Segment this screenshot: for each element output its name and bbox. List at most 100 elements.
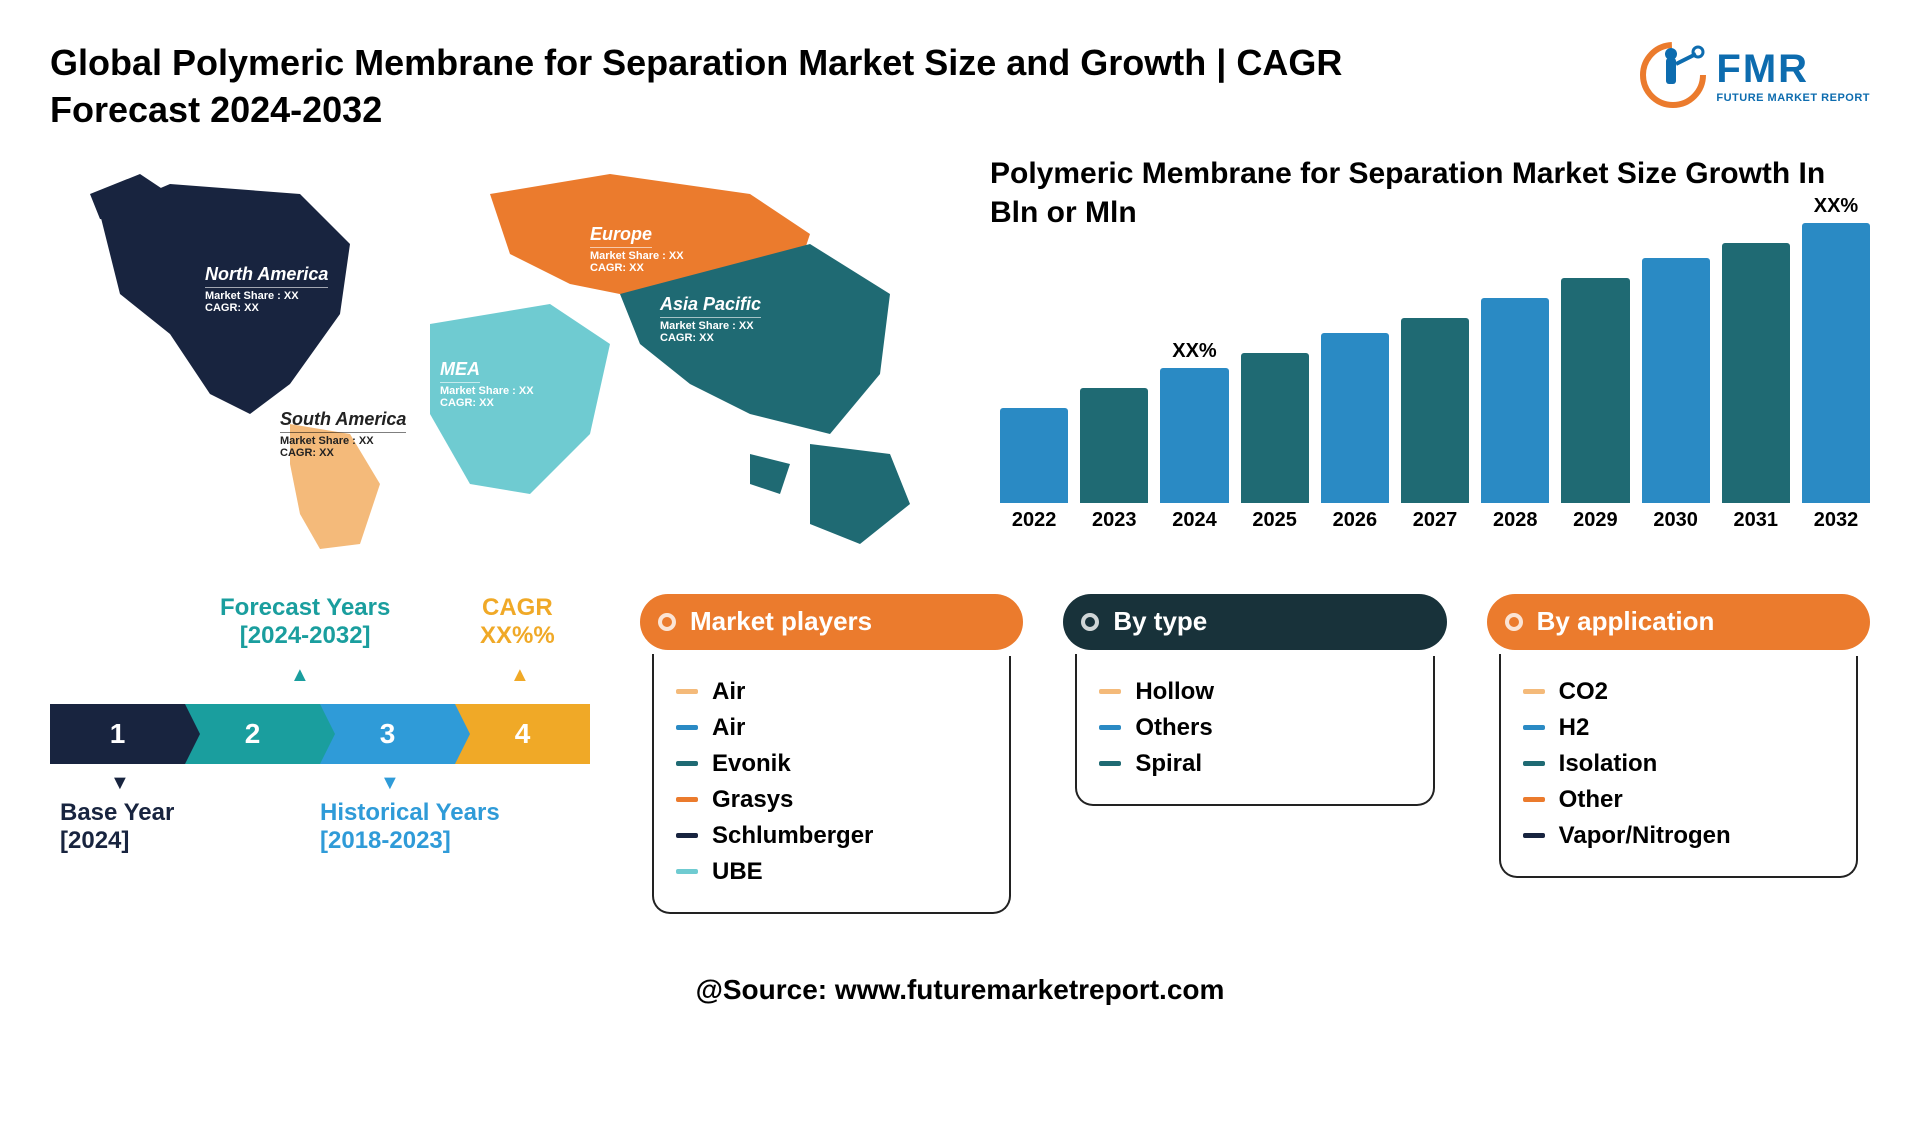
bar-year-label: 2024: [1172, 509, 1217, 532]
timeline-bar: 1234: [50, 704, 590, 764]
bar-year-label: 2032: [1814, 509, 1859, 532]
region-label: North AmericaMarket Share : XXCAGR: XX: [205, 264, 328, 314]
item-label: Isolation: [1559, 750, 1658, 778]
cagr-value: XX%%: [480, 622, 555, 649]
hist-label-text: Historical Years: [320, 799, 500, 826]
source-line: @Source: www.futuremarketreport.com: [50, 974, 1870, 1006]
category-block: Market players AirAirEvonikGrasysSchlumb…: [640, 594, 1023, 914]
category-item: Other: [1523, 782, 1834, 818]
bar-wrap: XX%2024: [1160, 368, 1228, 532]
tick-icon: [1099, 725, 1121, 730]
category-item: Hollow: [1099, 674, 1410, 710]
category-body: CO2 H2 Isolation Other Vapor/Nitrogen: [1499, 656, 1858, 878]
base-range: [2024]: [60, 827, 129, 854]
category-item: Evonik: [676, 746, 987, 782]
bar: [1401, 318, 1469, 503]
logo-icon: [1638, 40, 1708, 110]
page-title: Global Polymeric Membrane for Separation…: [50, 40, 1450, 134]
bar: [1160, 368, 1228, 503]
category-title: Market players: [690, 606, 872, 637]
cagr-label: CAGR XX%%: [480, 594, 555, 652]
bar-wrap: 2022: [1000, 408, 1068, 532]
tick-icon: [676, 689, 698, 694]
item-label: Air: [712, 678, 745, 706]
item-label: Others: [1135, 714, 1212, 742]
bar: [1722, 243, 1790, 503]
timeline-segment: 3: [320, 704, 455, 764]
logo-sub: FUTURE MARKET REPORT: [1716, 92, 1870, 104]
bar-wrap: 2025: [1241, 353, 1309, 532]
logo: FMR FUTURE MARKET REPORT: [1638, 40, 1870, 110]
triangle-down-icon: ▼: [380, 772, 400, 795]
tick-icon: [1099, 761, 1121, 766]
tick-icon: [1523, 725, 1545, 730]
hist-label: Historical Years [2018-2023]: [320, 799, 500, 857]
item-label: Hollow: [1135, 678, 1214, 706]
category-item: Isolation: [1523, 746, 1834, 782]
bar-year-label: 2031: [1734, 509, 1779, 532]
timeline-segment: 1: [50, 704, 185, 764]
bar-wrap: 2023: [1080, 388, 1148, 532]
bar-year-label: 2027: [1413, 509, 1458, 532]
forecast-label: Forecast Years [2024-2032]: [220, 594, 390, 652]
bar: [1241, 353, 1309, 503]
bar-year-label: 2025: [1252, 509, 1297, 532]
bar-wrap: 2026: [1321, 333, 1389, 532]
bar-year-label: 2026: [1333, 509, 1378, 532]
lower-row: Forecast Years [2024-2032] ▲ CAGR XX%% ▲…: [50, 594, 1870, 914]
triangle-up-icon: ▲: [290, 664, 310, 687]
category-list: Hollow Others Spiral: [1099, 674, 1410, 782]
bar: [1000, 408, 1068, 503]
item-label: Grasys: [712, 786, 793, 814]
upper-row: North AmericaMarket Share : XXCAGR: XX So…: [50, 154, 1870, 554]
logo-fmr: FMR: [1716, 47, 1870, 92]
bar-annotation: XX%: [1172, 340, 1216, 363]
tick-icon: [1523, 689, 1545, 694]
item-label: Other: [1559, 786, 1623, 814]
forecast-range: [2024-2032]: [240, 622, 371, 649]
category-item: CO2: [1523, 674, 1834, 710]
bar-wrap: 2027: [1401, 318, 1469, 532]
category-header: By application: [1487, 594, 1870, 650]
world-map: North AmericaMarket Share : XXCAGR: XX So…: [50, 154, 950, 554]
tick-icon: [676, 869, 698, 874]
region-label: EuropeMarket Share : XXCAGR: XX: [590, 224, 684, 274]
category-item: Air: [676, 674, 987, 710]
bar-year-label: 2028: [1493, 509, 1538, 532]
tick-icon: [1523, 761, 1545, 766]
tick-icon: [1523, 833, 1545, 838]
category-title: By application: [1537, 606, 1715, 637]
bar-year-label: 2023: [1092, 509, 1137, 532]
header: Global Polymeric Membrane for Separation…: [50, 40, 1870, 134]
bar-annotation: XX%: [1814, 195, 1858, 218]
category-item: Grasys: [676, 782, 987, 818]
category-list: CO2 H2 Isolation Other Vapor/Nitrogen: [1523, 674, 1834, 854]
timeline: Forecast Years [2024-2032] ▲ CAGR XX%% ▲…: [50, 594, 610, 854]
category-header: By type: [1063, 594, 1446, 650]
item-label: CO2: [1559, 678, 1608, 706]
tick-icon: [1099, 689, 1121, 694]
bar-wrap: 2028: [1481, 298, 1549, 532]
bar-wrap: 2029: [1561, 278, 1629, 532]
bar: [1802, 223, 1870, 503]
logo-text: FMR FUTURE MARKET REPORT: [1716, 47, 1870, 104]
bar-wrap: 2030: [1642, 258, 1710, 532]
map-svg: [50, 154, 950, 554]
category-item: Vapor/Nitrogen: [1523, 818, 1834, 854]
tick-icon: [676, 833, 698, 838]
category-item: Spiral: [1099, 746, 1410, 782]
category-block: By application CO2 H2 Isolation Other Vapor/…: [1487, 594, 1870, 914]
item-label: Schlumberger: [712, 822, 873, 850]
category-item: H2: [1523, 710, 1834, 746]
categories: Market players AirAirEvonikGrasysSchlumb…: [640, 594, 1870, 914]
item-label: Vapor/Nitrogen: [1559, 822, 1731, 850]
region-label: South AmericaMarket Share : XXCAGR: XX: [280, 409, 406, 459]
category-item: Others: [1099, 710, 1410, 746]
bar-year-label: 2022: [1012, 509, 1057, 532]
dot-icon: [1505, 613, 1523, 631]
dot-icon: [1081, 613, 1099, 631]
category-block: By type Hollow Others Spiral: [1063, 594, 1446, 914]
bar-wrap: 2031: [1722, 243, 1790, 532]
base-label: Base Year [2024]: [60, 799, 174, 857]
tick-icon: [676, 761, 698, 766]
